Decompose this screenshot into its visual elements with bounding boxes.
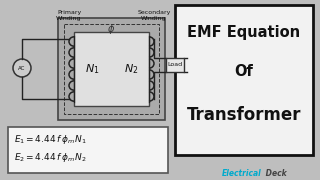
Text: Load: Load: [167, 62, 183, 68]
Text: Secondary
Winding: Secondary Winding: [137, 10, 171, 21]
Bar: [58, 18, 165, 120]
Text: Primary
Winding: Primary Winding: [56, 10, 82, 21]
Text: Deck: Deck: [263, 168, 287, 177]
Text: $N_2$: $N_2$: [124, 62, 138, 76]
Text: $E_2 = 4.44\, f\, \phi_m\, N_2$: $E_2 = 4.44\, f\, \phi_m\, N_2$: [14, 150, 87, 163]
Text: $\phi$: $\phi$: [108, 22, 116, 36]
Text: Of: Of: [235, 64, 253, 80]
Bar: [8, 127, 168, 173]
Text: AC: AC: [18, 66, 26, 71]
Circle shape: [13, 59, 31, 77]
Text: Electrical: Electrical: [222, 168, 262, 177]
Bar: [166, 58, 184, 72]
Text: $E_1 = 4.44\, f\, \phi_m\, N_1$: $E_1 = 4.44\, f\, \phi_m\, N_1$: [14, 132, 87, 145]
Bar: [74, 32, 149, 106]
Text: EMF Equation: EMF Equation: [188, 24, 300, 39]
Text: $N_1$: $N_1$: [85, 62, 99, 76]
Text: Transformer: Transformer: [187, 106, 301, 124]
Bar: [175, 5, 313, 155]
Bar: [64, 24, 159, 114]
